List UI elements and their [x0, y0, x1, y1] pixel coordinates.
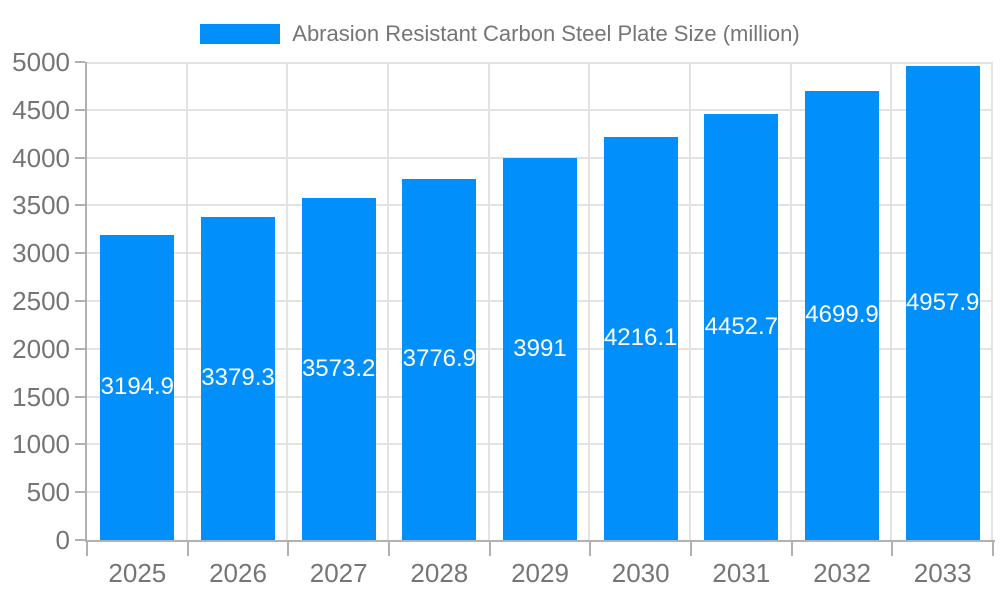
bar-value-label: 3991 [513, 335, 567, 363]
bar-value-label: 3573.2 [301, 355, 376, 383]
x-tick [86, 540, 88, 556]
y-tick [75, 252, 85, 255]
y-gridline [87, 62, 993, 64]
y-tick-label: 1500 [12, 381, 70, 412]
y-axis-line [85, 62, 87, 542]
x-tick-label: 2026 [209, 558, 267, 588]
y-tick [75, 491, 85, 494]
bar[interactable]: 4699.9 [805, 90, 879, 540]
x-tick-label: 2032 [813, 558, 871, 588]
x-tick [186, 540, 189, 556]
x-gridline [588, 62, 591, 540]
bar[interactable]: 4957.9 [905, 66, 980, 540]
legend-label: Abrasion Resistant Carbon Steel Plate Si… [292, 21, 800, 46]
x-axis-line [85, 540, 995, 542]
x-gridline [487, 62, 490, 540]
x-gridline [286, 62, 289, 540]
bar-value-label: 3776.9 [402, 345, 477, 373]
y-tick-label: 4000 [12, 142, 70, 173]
bar[interactable]: 3379.3 [201, 216, 275, 540]
y-gridline [87, 108, 993, 111]
bar-value-label: 4699.9 [805, 301, 879, 329]
y-tick [75, 443, 85, 446]
y-tick-label: 3500 [12, 190, 70, 221]
x-gridline [890, 62, 893, 540]
bar-value-label: 4216.1 [603, 324, 678, 352]
bar-value-label: 3194.9 [100, 373, 175, 401]
bar[interactable]: 3573.2 [301, 198, 376, 540]
y-tick [75, 156, 85, 159]
bar[interactable]: 3776.9 [402, 178, 477, 540]
y-tick-label: 5000 [12, 47, 70, 77]
legend-marker [200, 24, 281, 44]
bar[interactable]: 3991 [503, 158, 577, 540]
y-tick-label: 2500 [12, 286, 70, 316]
bar[interactable]: 3194.9 [100, 234, 175, 540]
y-tick [75, 300, 85, 302]
y-tick [75, 347, 85, 350]
x-tick-label: 2030 [611, 558, 670, 588]
bar-value-label: 4957.9 [905, 289, 980, 317]
x-gridline [789, 62, 792, 540]
x-tick-label: 2025 [108, 558, 167, 588]
y-tick-label: 1000 [12, 429, 70, 460]
y-tick [75, 539, 85, 541]
x-tick-label: 2029 [511, 558, 569, 588]
y-tick-label: 2000 [12, 333, 70, 364]
x-tick [488, 540, 491, 556]
x-tick [287, 540, 290, 556]
x-tick-label: 2027 [309, 558, 368, 588]
y-tick [75, 204, 85, 207]
bar[interactable]: 4216.1 [603, 136, 678, 540]
x-tick-label: 2031 [712, 558, 771, 588]
x-tick [992, 540, 994, 556]
x-tick [388, 540, 390, 556]
y-tick-label: 0 [55, 525, 70, 555]
x-tick [690, 540, 692, 556]
legend[interactable]: Abrasion Resistant Carbon Steel Plate Si… [0, 21, 1000, 47]
x-gridline [689, 62, 691, 540]
y-tick-label: 4500 [12, 94, 70, 125]
x-tick [589, 540, 592, 556]
y-tick [75, 108, 85, 111]
x-gridline [185, 62, 188, 540]
bar[interactable]: 4452.7 [704, 114, 779, 540]
y-tick [75, 395, 85, 398]
x-tick-label: 2028 [410, 558, 469, 588]
bar-value-label: 3379.3 [201, 364, 275, 392]
y-gridline [87, 156, 993, 159]
x-tick [790, 540, 793, 556]
bar-value-label: 4452.7 [704, 313, 779, 341]
x-gridline [991, 62, 993, 540]
x-tick-label: 2033 [913, 558, 972, 588]
x-tick [891, 540, 894, 556]
y-tick [75, 61, 85, 63]
y-tick-label: 3000 [12, 238, 70, 269]
x-gridline [387, 62, 389, 540]
y-tick-label: 500 [26, 477, 70, 508]
plot-area: 3194.9 3379.3 3573.2 3776.9 3991 4216.1 4452.7… [87, 62, 993, 540]
